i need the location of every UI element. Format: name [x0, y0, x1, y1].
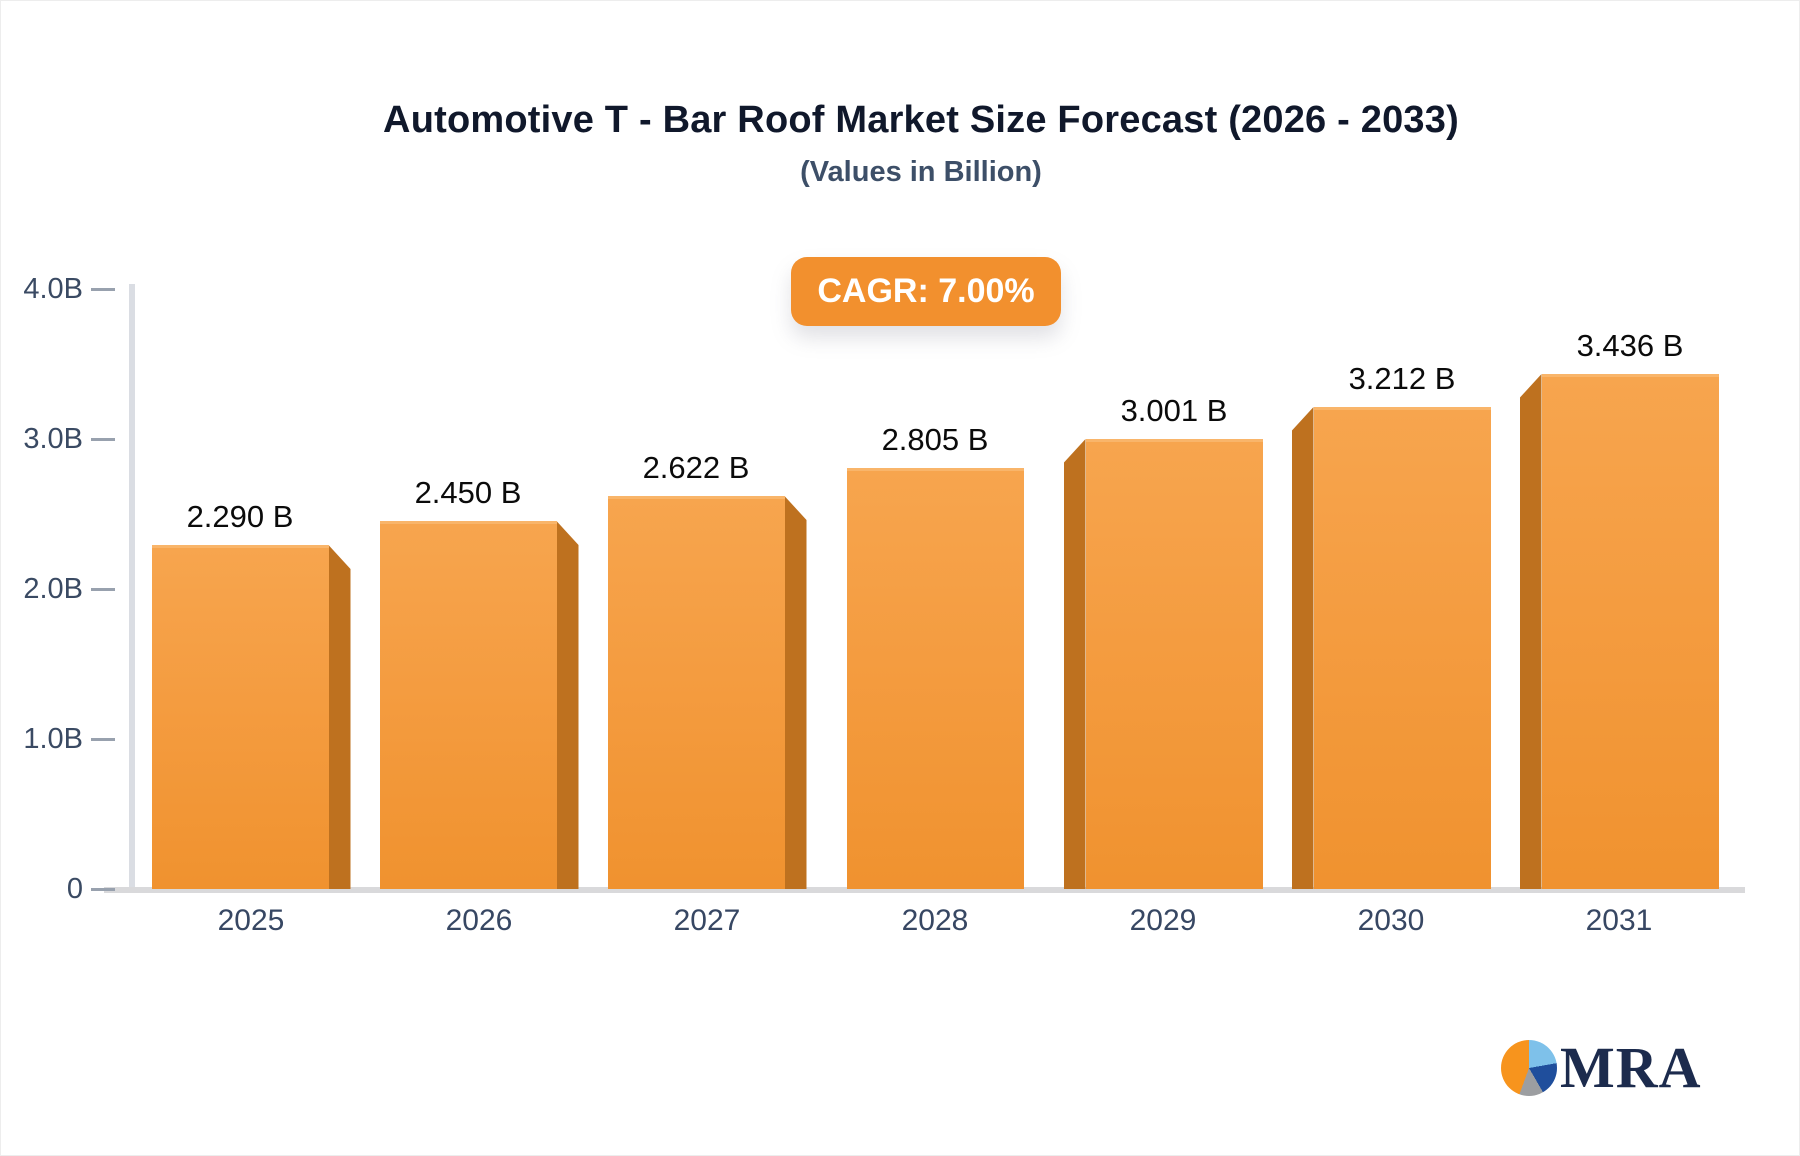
bar-2028[interactable]	[846, 468, 1024, 889]
x-axis-line	[104, 887, 1745, 893]
y-tick-dash	[91, 588, 115, 591]
bar-value-label: 2.805 B	[881, 422, 989, 457]
bar-2029[interactable]	[1085, 439, 1263, 889]
bar-side-2027	[784, 496, 807, 889]
bar-2026[interactable]	[379, 521, 557, 889]
cagr-badge-label: CAGR: 7.00%	[817, 272, 1035, 310]
x-tick-label: 2030	[1357, 904, 1425, 937]
bar-side-2030	[1291, 407, 1314, 889]
bar-side-2031	[1519, 374, 1542, 889]
x-tick-label: 2028	[901, 904, 969, 937]
y-tick-label: 0	[66, 873, 83, 905]
y-tick-dash	[91, 738, 115, 741]
bar-value-label: 3.212 B	[1348, 361, 1456, 396]
x-tick-label: 2026	[445, 904, 513, 937]
x-tick-label: 2027	[673, 904, 741, 937]
y-tick-dash	[91, 288, 115, 291]
cagr-badge: CAGR: 7.00%	[791, 257, 1061, 326]
bar-value-label: 2.290 B	[186, 499, 294, 534]
bar-value-label: 2.622 B	[642, 450, 750, 485]
chart-subtitle: (Values in Billion)	[800, 156, 1042, 188]
y-tick-dash	[91, 438, 115, 441]
bar-side-2029	[1063, 439, 1086, 889]
y-axis-line	[129, 284, 135, 892]
bar-value-label: 3.001 B	[1120, 393, 1228, 428]
chart-title: Automotive T - Bar Roof Market Size Fore…	[383, 99, 1459, 141]
bar-2030[interactable]	[1313, 407, 1491, 889]
x-tick-label: 2029	[1129, 904, 1197, 937]
pie-chart-logo-icon	[1501, 1040, 1557, 1096]
chart-header: Automotive T - Bar Roof Market Size Fore…	[41, 1, 1799, 189]
y-tick-label: 4.0B	[23, 273, 83, 305]
x-tick-label: 2025	[217, 904, 285, 937]
mra-logo: MRA	[1501, 1037, 1702, 1099]
y-tick-label: 3.0B	[23, 423, 83, 455]
bar-2031[interactable]	[1541, 374, 1719, 889]
bar-2027[interactable]	[607, 496, 785, 889]
logo-text: MRA	[1560, 1035, 1702, 1100]
y-tick-label: 2.0B	[23, 573, 83, 605]
bar-value-label: 3.436 B	[1576, 328, 1684, 363]
bar-side-2026	[556, 521, 579, 889]
bar-2025[interactable]	[151, 545, 329, 889]
y-tick-dash	[91, 888, 115, 891]
bar-value-label: 2.450 B	[414, 475, 522, 510]
x-tick-label: 2031	[1585, 904, 1653, 937]
y-tick-label: 1.0B	[23, 723, 83, 755]
bar-side-2025	[328, 545, 351, 889]
